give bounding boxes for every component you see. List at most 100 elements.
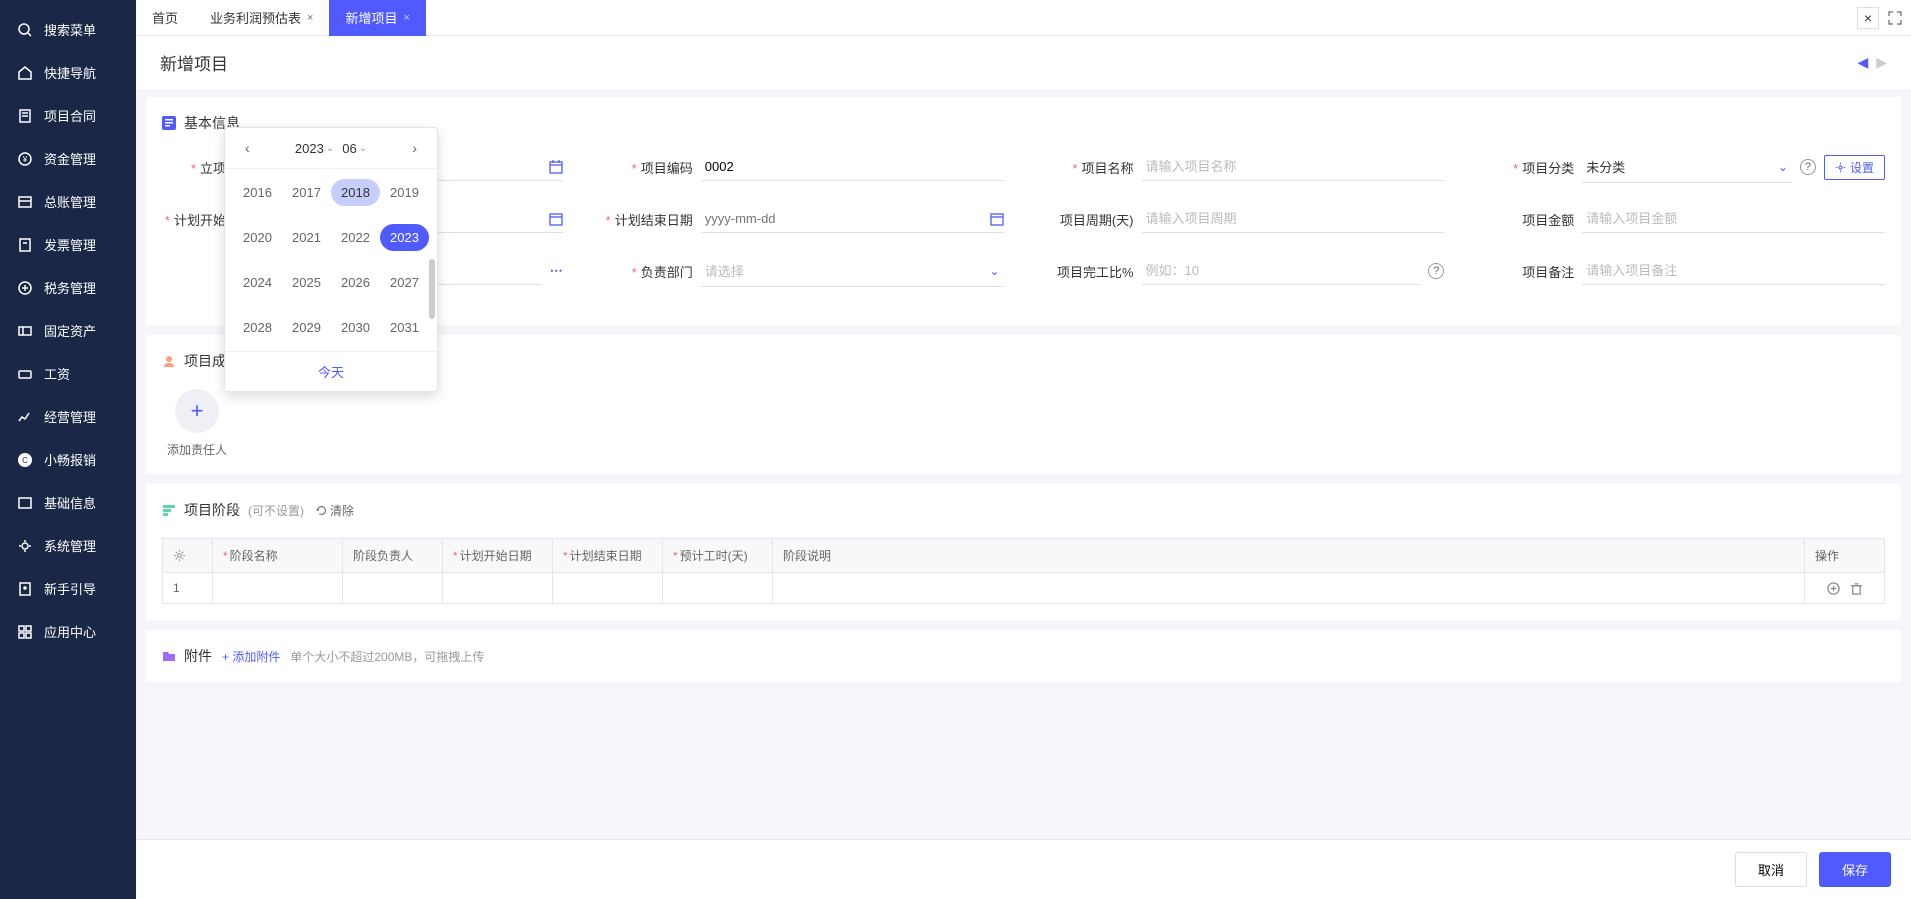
cell-name[interactable] bbox=[213, 573, 343, 604]
remark-label: 项目备注 bbox=[1484, 262, 1574, 281]
today-button[interactable]: 今天 bbox=[318, 365, 344, 380]
year-cell[interactable]: 2029 bbox=[282, 314, 331, 341]
year-cell[interactable]: 2025 bbox=[282, 269, 331, 296]
settings-button[interactable]: 设置 bbox=[1824, 155, 1885, 180]
sidebar-item-guide[interactable]: 新手引导 bbox=[0, 567, 136, 610]
sidebar-item-asset[interactable]: 固定资产 bbox=[0, 309, 136, 352]
tab-profit[interactable]: 业务利润预估表× bbox=[194, 0, 329, 36]
prev-month-icon[interactable]: ‹ bbox=[239, 138, 256, 158]
year-cell[interactable]: 2027 bbox=[380, 269, 429, 296]
footer: 取消 保存 bbox=[136, 839, 1911, 899]
year-cell[interactable]: 2019 bbox=[380, 179, 429, 206]
delete-row-icon[interactable] bbox=[1850, 582, 1863, 595]
add-row-icon[interactable] bbox=[1827, 582, 1840, 595]
save-button[interactable]: 保存 bbox=[1819, 852, 1891, 887]
calendar-icon[interactable] bbox=[990, 212, 1004, 226]
apps-icon bbox=[16, 623, 34, 641]
year-cell[interactable]: 2021 bbox=[282, 224, 331, 251]
section-title: 附件 bbox=[184, 646, 212, 666]
close-icon[interactable]: × bbox=[403, 12, 409, 24]
category-select[interactable]: 未分类 ⌄ bbox=[1582, 151, 1792, 183]
sidebar-item-business[interactable]: 经营管理 bbox=[0, 395, 136, 438]
close-icon[interactable]: × bbox=[307, 12, 313, 24]
tab-new-project[interactable]: 新增项目× bbox=[329, 0, 425, 36]
sidebar-item-ledger[interactable]: 总账管理 bbox=[0, 180, 136, 223]
col-action: 操作 bbox=[1805, 539, 1885, 573]
sidebar-item-contract[interactable]: 项目合同 bbox=[0, 94, 136, 137]
year-cell[interactable]: 2024 bbox=[233, 269, 282, 296]
add-member-button[interactable]: + bbox=[175, 389, 219, 433]
year-cell[interactable]: 2020 bbox=[233, 224, 282, 251]
system-icon bbox=[16, 537, 34, 555]
clear-button[interactable]: 清除 bbox=[316, 502, 354, 519]
page-title: 新增项目 bbox=[160, 50, 228, 75]
sidebar-item-money[interactable]: ¥ 资金管理 bbox=[0, 137, 136, 180]
progress-input[interactable] bbox=[1142, 257, 1421, 285]
year-cell[interactable]: 2031 bbox=[380, 314, 429, 341]
code-input[interactable] bbox=[701, 153, 1004, 181]
business-icon bbox=[16, 408, 34, 426]
dept-select[interactable]: 请选择 ⌄ bbox=[701, 255, 1004, 287]
year-cell[interactable]: 2018 bbox=[331, 179, 380, 206]
calendar-icon[interactable] bbox=[549, 212, 563, 226]
attachment-hint: 单个大小不超过200MB，可拖拽上传 bbox=[290, 648, 484, 665]
progress-label: 项目完工比% bbox=[1044, 262, 1134, 281]
close-all-button[interactable]: × bbox=[1857, 7, 1879, 29]
cell-end[interactable] bbox=[553, 573, 663, 604]
code-label: 项目编码 bbox=[603, 158, 693, 177]
add-attachment-button[interactable]: + 添加附件 bbox=[222, 648, 280, 665]
year-cell[interactable]: 2016 bbox=[233, 179, 282, 206]
sidebar-item-invoice[interactable]: 发票管理 bbox=[0, 223, 136, 266]
year-cell[interactable]: 2022 bbox=[331, 224, 380, 251]
next-month-icon[interactable]: › bbox=[406, 138, 423, 158]
year-cell[interactable]: 2026 bbox=[331, 269, 380, 296]
amount-input[interactable] bbox=[1582, 205, 1885, 233]
content: 基本信息 立项日期 项目编码 项目名称 bbox=[136, 97, 1911, 839]
sidebar-item-info[interactable]: 基础信息 bbox=[0, 481, 136, 524]
attachments-panel: 附件 + 添加附件 单个大小不超过200MB，可拖拽上传 bbox=[146, 630, 1901, 682]
sidebar-item-expense[interactable]: C小畅报销 bbox=[0, 438, 136, 481]
year-selector[interactable]: 2023⌄ bbox=[295, 141, 334, 156]
year-cell[interactable]: 2028 bbox=[233, 314, 282, 341]
amount-label: 项目金额 bbox=[1484, 210, 1574, 229]
table-row: 1 bbox=[163, 573, 1885, 604]
cell-start[interactable] bbox=[443, 573, 553, 604]
sidebar-item-search[interactable]: 搜索菜单 bbox=[0, 8, 136, 51]
sidebar-item-home[interactable]: 快捷导航 bbox=[0, 51, 136, 94]
sidebar-item-tax[interactable]: 税务管理 bbox=[0, 266, 136, 309]
sidebar-label: 资金管理 bbox=[44, 149, 96, 168]
calendar-icon[interactable] bbox=[549, 160, 563, 174]
year-cell[interactable]: 2023 bbox=[380, 224, 429, 251]
section-hint: (可不设置) bbox=[248, 502, 304, 519]
plan-end-input[interactable] bbox=[701, 205, 984, 232]
sidebar-item-system[interactable]: 系统管理 bbox=[0, 524, 136, 567]
year-cell[interactable]: 2030 bbox=[331, 314, 380, 341]
tab-home[interactable]: 首页 bbox=[136, 0, 194, 36]
cycle-input[interactable] bbox=[1142, 205, 1445, 233]
month-selector[interactable]: 06⌄ bbox=[342, 141, 367, 156]
add-member-label: 添加责任人 bbox=[167, 441, 227, 458]
cell-owner[interactable] bbox=[343, 573, 443, 604]
scrollbar-thumb[interactable] bbox=[429, 259, 435, 319]
prev-arrow-icon[interactable]: ◀ bbox=[1857, 54, 1868, 71]
help-icon[interactable]: ? bbox=[1800, 159, 1816, 175]
sidebar-label: 新手引导 bbox=[44, 579, 96, 598]
chevron-down-icon: ⌄ bbox=[359, 143, 367, 154]
remark-input[interactable] bbox=[1582, 257, 1885, 285]
year-cell[interactable]: 2017 bbox=[282, 179, 331, 206]
clear-label: 清除 bbox=[330, 502, 354, 519]
more-icon[interactable]: ⋯ bbox=[550, 263, 563, 279]
sidebar-item-apps[interactable]: 应用中心 bbox=[0, 610, 136, 653]
gear-column[interactable] bbox=[163, 539, 213, 573]
name-input[interactable] bbox=[1142, 153, 1445, 181]
expand-icon[interactable] bbox=[1887, 10, 1903, 26]
cancel-button[interactable]: 取消 bbox=[1735, 852, 1807, 887]
cell-hours[interactable] bbox=[663, 573, 773, 604]
sidebar-label: 系统管理 bbox=[44, 536, 96, 555]
select-value: 未分类 bbox=[1586, 157, 1778, 176]
svg-text:¥: ¥ bbox=[22, 155, 28, 164]
next-arrow-icon[interactable]: ▶ bbox=[1876, 54, 1887, 71]
sidebar-item-salary[interactable]: 工资 bbox=[0, 352, 136, 395]
cell-desc[interactable] bbox=[773, 573, 1805, 604]
help-icon[interactable]: ? bbox=[1428, 263, 1444, 279]
